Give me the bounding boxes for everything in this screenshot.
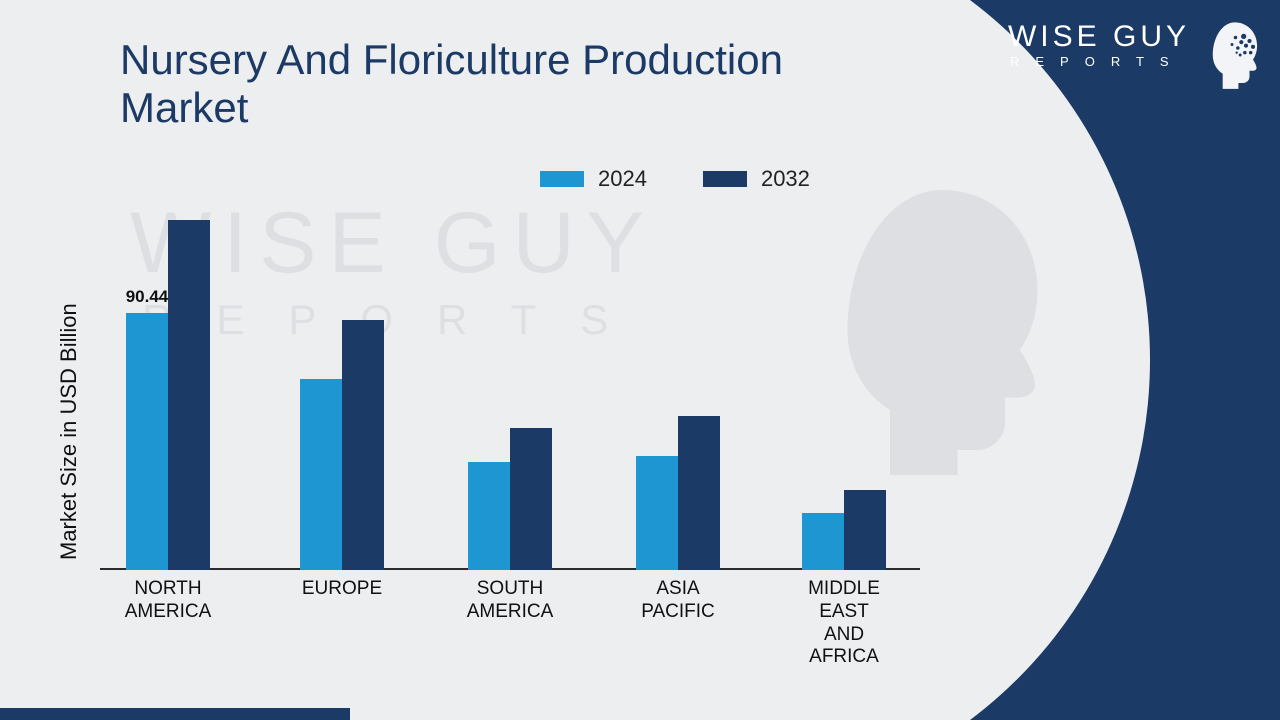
bar-group — [126, 220, 210, 570]
chart-title: Nursery And Floriculture Production Mark… — [120, 36, 840, 133]
bar — [342, 320, 384, 570]
legend: 2024 2032 — [540, 166, 810, 192]
bar — [300, 379, 342, 570]
category-label: ASIAPACIFIC — [613, 578, 743, 624]
bottom-accent-bar — [0, 708, 350, 720]
bar — [802, 513, 844, 570]
bar — [844, 490, 886, 570]
brand-panel — [960, 0, 1280, 720]
brand-logo-bottom: REPORTS — [1010, 54, 1190, 69]
category-label: NORTHAMERICA — [103, 578, 233, 624]
brand-head-icon — [1202, 20, 1262, 90]
bar-group — [468, 428, 552, 570]
bar — [510, 428, 552, 570]
bar — [636, 456, 678, 570]
brand-logo-top: WISE GUY — [1008, 22, 1190, 52]
category-label: MIDDLEEASTANDAFRICA — [779, 578, 909, 669]
bar-value-label: 90.44 — [117, 287, 177, 307]
bar — [126, 313, 168, 570]
legend-item-2024: 2024 — [540, 166, 647, 192]
legend-swatch-2024 — [540, 171, 584, 187]
legend-label-2032: 2032 — [761, 166, 810, 192]
legend-item-2032: 2032 — [703, 166, 810, 192]
report-canvas: WISE GUY REPORTS WISE GUY REPORTS Nurser… — [0, 0, 1280, 720]
bar-group — [802, 490, 886, 570]
bar-group — [300, 320, 384, 570]
brand-logo: WISE GUY REPORTS — [1008, 22, 1190, 69]
legend-label-2024: 2024 — [598, 166, 647, 192]
category-label: EUROPE — [277, 578, 407, 601]
bar — [168, 220, 210, 570]
bar — [468, 462, 510, 570]
category-label: SOUTHAMERICA — [445, 578, 575, 624]
y-axis-label: Market Size in USD Billion — [56, 303, 82, 560]
bar-chart: 90.44 — [100, 200, 920, 570]
bar — [678, 416, 720, 570]
bar-group — [636, 416, 720, 570]
legend-swatch-2032 — [703, 171, 747, 187]
